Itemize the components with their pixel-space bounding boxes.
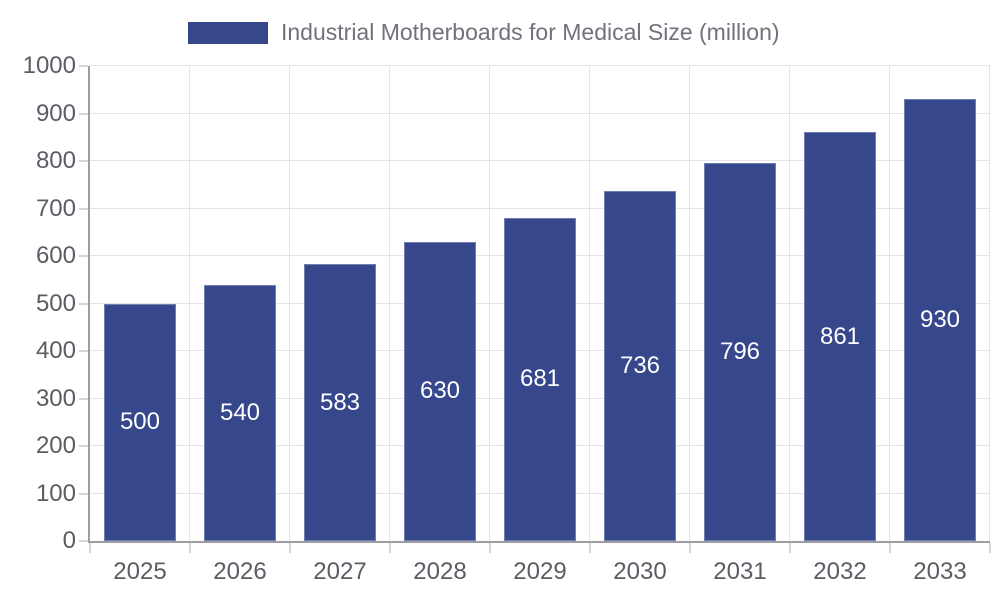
x-axis-tick <box>488 543 491 553</box>
y-axis-tick <box>79 112 88 115</box>
y-axis-tick-label: 200 <box>35 432 76 459</box>
y-axis-tick-label: 500 <box>35 289 76 317</box>
bar-value-label: 540 <box>219 398 261 426</box>
x-axis-tick <box>589 543 591 553</box>
x-axis-tick-label: 2028 <box>413 558 467 585</box>
legend-label: Industrial Motherboards for Medical Size… <box>281 19 780 45</box>
y-axis-labels: 0 100 200 300 400 500 600 700 800 900 1000 <box>0 54 76 553</box>
x-axis-tick-label: 2025 <box>113 558 167 585</box>
bar-value-label: 796 <box>719 337 761 365</box>
bar[interactable]: 736 <box>604 191 676 541</box>
bar[interactable]: 796 <box>704 162 776 541</box>
y-axis-tick <box>79 160 88 162</box>
bar-value-label: 736 <box>619 352 661 380</box>
gridline-vertical <box>288 66 290 541</box>
gridline-vertical <box>888 66 890 541</box>
y-axis-tick-label: 300 <box>35 384 76 412</box>
y-axis-tick-label: 0 <box>62 527 76 554</box>
y-axis-tick-label: 700 <box>35 194 76 222</box>
bar[interactable]: 630 <box>404 241 476 541</box>
bar[interactable]: 540 <box>204 284 276 541</box>
x-axis-tick <box>89 543 91 553</box>
x-axis-tick-label: 2033 <box>913 558 967 585</box>
bar[interactable]: 930 <box>904 99 976 541</box>
bar-value-label: 681 <box>519 365 561 393</box>
bar-value-label: 630 <box>419 377 461 405</box>
y-axis-tick <box>79 65 88 67</box>
y-axis-tick-label: 600 <box>35 242 76 269</box>
bar[interactable]: 500 <box>103 303 176 541</box>
x-axis-labels: 2025 2026 2027 2028 2029 2030 2031 2032 2033 <box>90 558 990 591</box>
gridline-horizontal <box>90 160 990 161</box>
x-axis-tick <box>188 543 191 553</box>
x-axis-tick-label: 2030 <box>613 558 667 585</box>
bar[interactable]: 583 <box>304 264 376 541</box>
y-axis-tick-label: 1000 <box>22 52 76 79</box>
y-axis-tick-label: 100 <box>35 479 76 507</box>
x-axis-tick-label: 2027 <box>313 558 367 585</box>
gridline-vertical <box>388 66 390 541</box>
x-axis-tick-label: 2026 <box>213 558 267 585</box>
bar-value-label: 583 <box>319 388 361 416</box>
x-axis-tick <box>288 543 291 553</box>
y-axis-tick <box>79 445 88 447</box>
legend-item[interactable]: Industrial Motherboards for Medical Size… <box>188 19 780 46</box>
y-axis-tick <box>79 540 88 542</box>
bar-value-label: 500 <box>119 408 160 436</box>
gridline-vertical <box>188 66 190 541</box>
gridline-horizontal <box>90 207 990 209</box>
gridline-vertical <box>989 66 990 541</box>
x-axis-tick <box>989 543 991 553</box>
x-axis-tick <box>388 543 391 553</box>
x-axis-tick <box>888 543 891 553</box>
x-axis-tick-label: 2029 <box>513 558 567 585</box>
bar-value-label: 861 <box>819 322 861 350</box>
plot-area: 500 540 583 630 681 736 796 861 930 <box>79 65 991 553</box>
gridline-horizontal <box>90 65 990 66</box>
x-axis-tick <box>688 543 691 553</box>
bar[interactable]: 861 <box>804 132 876 541</box>
legend-swatch <box>188 21 268 44</box>
y-axis-tick-label: 400 <box>35 337 76 364</box>
y-axis-tick-label: 800 <box>35 147 76 174</box>
gridline-horizontal <box>90 112 990 114</box>
y-axis-tick <box>79 397 88 400</box>
gridline-vertical <box>589 66 590 541</box>
x-axis-tick-label: 2032 <box>813 558 867 585</box>
bar-value-label: 930 <box>919 306 961 334</box>
gridline-vertical <box>488 66 490 541</box>
gridline-vertical <box>789 66 790 541</box>
x-axis-tick-label: 2031 <box>713 558 767 585</box>
y-axis-tick <box>79 207 88 210</box>
y-axis-tick <box>79 350 88 352</box>
gridline-vertical <box>688 66 690 541</box>
y-axis-tick <box>79 492 88 495</box>
x-axis-tick <box>789 543 791 553</box>
bar[interactable]: 681 <box>504 217 576 541</box>
y-axis-tick <box>79 302 88 305</box>
y-axis-tick <box>79 255 88 257</box>
y-axis-tick-label: 900 <box>35 99 76 127</box>
